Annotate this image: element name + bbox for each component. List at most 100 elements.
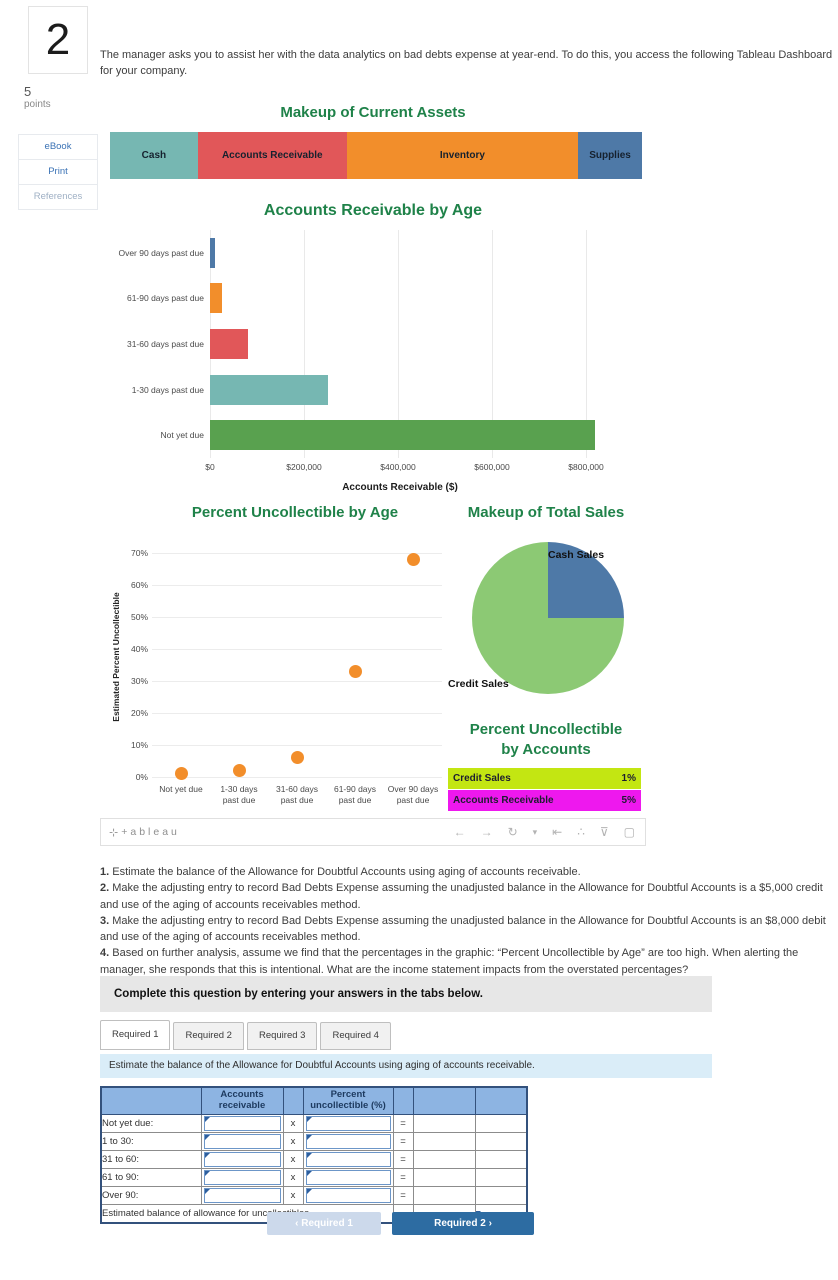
next-required-button[interactable]: Required 2 › (392, 1212, 534, 1235)
bar-track (210, 374, 646, 405)
points-value: 5 (24, 84, 32, 99)
pct-input-cell (302, 1149, 394, 1169)
scatter-point[interactable] (290, 751, 304, 765)
answer-table-header-cell (412, 1086, 476, 1115)
question-list: 1. Estimate the balance of the Allowance… (100, 864, 838, 978)
answer-table-header-cell (392, 1086, 414, 1115)
extra-cell (474, 1167, 528, 1187)
bar[interactable] (210, 420, 596, 451)
multiply-sign: x (282, 1131, 304, 1151)
fullscreen-icon[interactable]: ▢ (623, 825, 635, 839)
bar[interactable] (210, 237, 215, 268)
scatter-x-labels: Not yet due 1-30 days past due 31-60 days … (152, 784, 442, 810)
multiply-sign: x (282, 1113, 304, 1133)
caret-down-icon[interactable]: ▾ (532, 826, 538, 837)
redo-icon[interactable]: → (480, 825, 493, 839)
prev-button-label: Required 1 (301, 1218, 353, 1229)
required-tabs: Required 1 Required 2 Required 3 Required 4 (100, 1020, 394, 1050)
percent-uncollectible-input[interactable] (306, 1116, 390, 1130)
scatter-point[interactable] (348, 664, 362, 678)
axis-tick-label: $400,000 (380, 462, 416, 472)
asset-segment-label: Supplies (589, 150, 631, 161)
tableau-dashboard: Makeup of Current Assets Cash Accounts Re… (100, 92, 646, 848)
bar[interactable] (210, 328, 248, 359)
answer-table-header-cell (282, 1086, 304, 1115)
bar[interactable] (210, 283, 222, 314)
bar-row: Not yet due (100, 420, 646, 451)
percent-uncollectible-input[interactable] (306, 1188, 390, 1202)
pie-label-cash-sales: Cash Sales (548, 549, 605, 561)
prev-required-button[interactable]: ‹ Required 1 (267, 1212, 381, 1235)
percent-uncollectible-input[interactable] (306, 1170, 390, 1184)
axis-tick-label: $0 (205, 462, 215, 472)
scatter-point[interactable] (232, 764, 246, 778)
percent-uncollectible-input[interactable] (306, 1134, 390, 1148)
link-references[interactable]: References (33, 191, 83, 202)
equals-sign: = (392, 1131, 414, 1151)
answer-table-header-cell (474, 1086, 528, 1115)
equals-sign: = (392, 1167, 414, 1187)
current-assets-bar: Cash Accounts Receivable Inventory Supplies (110, 132, 642, 179)
accounts-receivable-input[interactable] (204, 1134, 280, 1148)
bar-track (210, 237, 646, 268)
bar-row: Over 90 days past due (100, 237, 646, 268)
asset-segment-supplies[interactable]: Supplies (578, 132, 642, 179)
scatter-x-label: Not yet due (159, 784, 203, 794)
multiply-sign: x (282, 1149, 304, 1169)
gridline (152, 745, 442, 746)
scatter-x-label: 1-30 days past due (220, 784, 258, 806)
pct-by-accounts-table: Credit Sales 1% Accounts Receivable 5% (448, 768, 641, 812)
accounts-receivable-input[interactable] (204, 1170, 280, 1184)
question-item: 3. Make the adjusting entry to record Ba… (100, 914, 826, 944)
download-icon[interactable]: ⊽ (599, 825, 609, 839)
axis-tick-label: $200,000 (286, 462, 322, 472)
accounts-receivable-input[interactable] (204, 1152, 280, 1166)
tab-required-4[interactable]: Required 4 (320, 1022, 391, 1050)
percent-uncollectible-inputbox (305, 1169, 391, 1185)
tab-required-1[interactable]: Required 1 (100, 1020, 171, 1050)
question-intro: The manager asks you to assist her with … (100, 49, 833, 77)
percent-uncollectible-input[interactable] (306, 1152, 390, 1166)
asset-segment-cash[interactable]: Cash (110, 132, 198, 179)
gridline (304, 230, 305, 458)
asset-segment-accounts-receivable[interactable]: Accounts Receivable (197, 132, 347, 179)
tab-required-2[interactable]: Required 2 (173, 1022, 244, 1050)
ar-bars: Over 90 days past due 61-90 days past due… (100, 230, 646, 458)
extra-cell (474, 1149, 528, 1169)
gridline (586, 230, 587, 458)
replay-icon[interactable]: ↻ (507, 825, 518, 839)
row-label: Over 90: (100, 1185, 202, 1205)
asset-segment-inventory[interactable]: Inventory (346, 132, 579, 179)
gridline (152, 649, 442, 650)
answer-table-header-row: Accounts receivable Percent uncollectible… (100, 1086, 528, 1115)
percent-uncollectible-inputbox (305, 1151, 391, 1167)
tableau-logo: ⊹ +ableau (109, 826, 180, 839)
share-icon[interactable]: ∴ (577, 825, 585, 839)
scatter-point[interactable] (406, 552, 420, 566)
uncollectible-row-label: Credit Sales (453, 773, 511, 784)
chevron-right-icon: › (488, 1218, 492, 1229)
gridline (398, 230, 399, 458)
link-print[interactable]: Print (19, 160, 97, 185)
resource-links: eBook Print References (18, 134, 98, 210)
scatter-y-tick-label: 60% (130, 580, 148, 590)
accounts-receivable-input[interactable] (204, 1188, 280, 1202)
extra-cell (474, 1131, 528, 1151)
asset-segment-label: Accounts Receivable (221, 150, 323, 161)
pct-by-age-title: Percent Uncollectible by Age (191, 504, 399, 521)
accounts-receivable-inputbox (203, 1115, 281, 1131)
table-row: 61 to 90: x = (100, 1167, 528, 1187)
undo-icon[interactable]: ← (453, 825, 466, 839)
scatter-y-tick-label: 0% (135, 772, 148, 782)
accounts-receivable-inputbox (203, 1151, 281, 1167)
tab-required-3[interactable]: Required 3 (246, 1022, 318, 1050)
accounts-receivable-input[interactable] (204, 1116, 280, 1130)
ar-input-cell (200, 1149, 284, 1169)
link-ebook[interactable]: eBook (19, 135, 97, 160)
scatter-point[interactable] (174, 767, 188, 781)
revert-icon[interactable]: ⇤ (552, 825, 563, 839)
bar[interactable] (210, 374, 328, 405)
question-item: 2. Make the adjusting entry to record Ba… (100, 882, 823, 911)
table-row: 31 to 60: x = (100, 1149, 528, 1169)
